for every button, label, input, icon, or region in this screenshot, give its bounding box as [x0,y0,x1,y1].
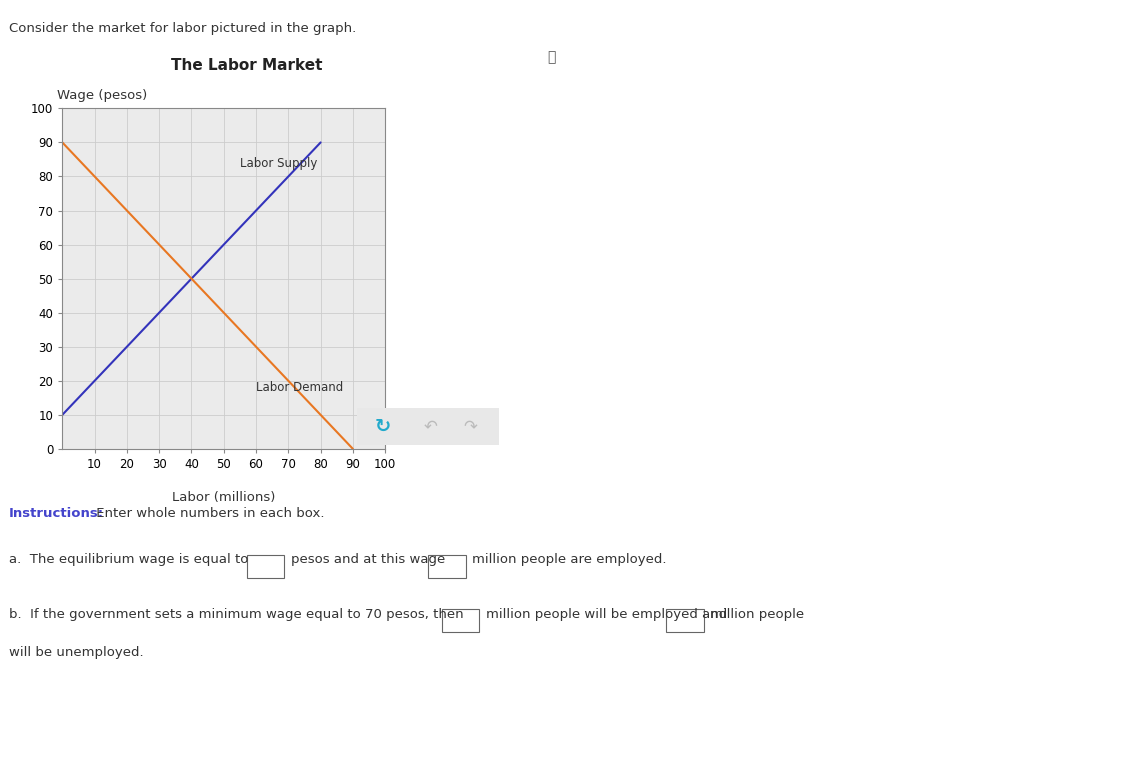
Text: Labor (millions): Labor (millions) [172,491,275,505]
Text: b.  If the government sets a minimum wage equal to 70 pesos, then: b. If the government sets a minimum wage… [9,608,463,621]
Text: Labor Supply: Labor Supply [240,156,317,170]
Text: Wage (pesos): Wage (pesos) [57,89,147,102]
Text: ↻: ↻ [374,417,391,436]
Text: pesos and at this wage: pesos and at this wage [291,553,445,567]
Text: ↶: ↶ [424,417,437,436]
Text: Labor Demand: Labor Demand [256,381,343,394]
Text: The Labor Market: The Labor Market [171,58,322,73]
Text: Enter whole numbers in each box.: Enter whole numbers in each box. [92,507,324,520]
Text: a.  The equilibrium wage is equal to: a. The equilibrium wage is equal to [9,553,248,567]
Text: million people are employed.: million people are employed. [472,553,667,567]
Text: ⓘ: ⓘ [547,50,555,64]
Text: will be unemployed.: will be unemployed. [9,646,144,659]
Text: ↷: ↷ [463,417,477,436]
Text: million people will be employed and: million people will be employed and [486,608,727,621]
Text: Consider the market for labor pictured in the graph.: Consider the market for labor pictured i… [9,22,356,35]
Text: Instructions:: Instructions: [9,507,104,520]
Text: million people: million people [710,608,804,621]
